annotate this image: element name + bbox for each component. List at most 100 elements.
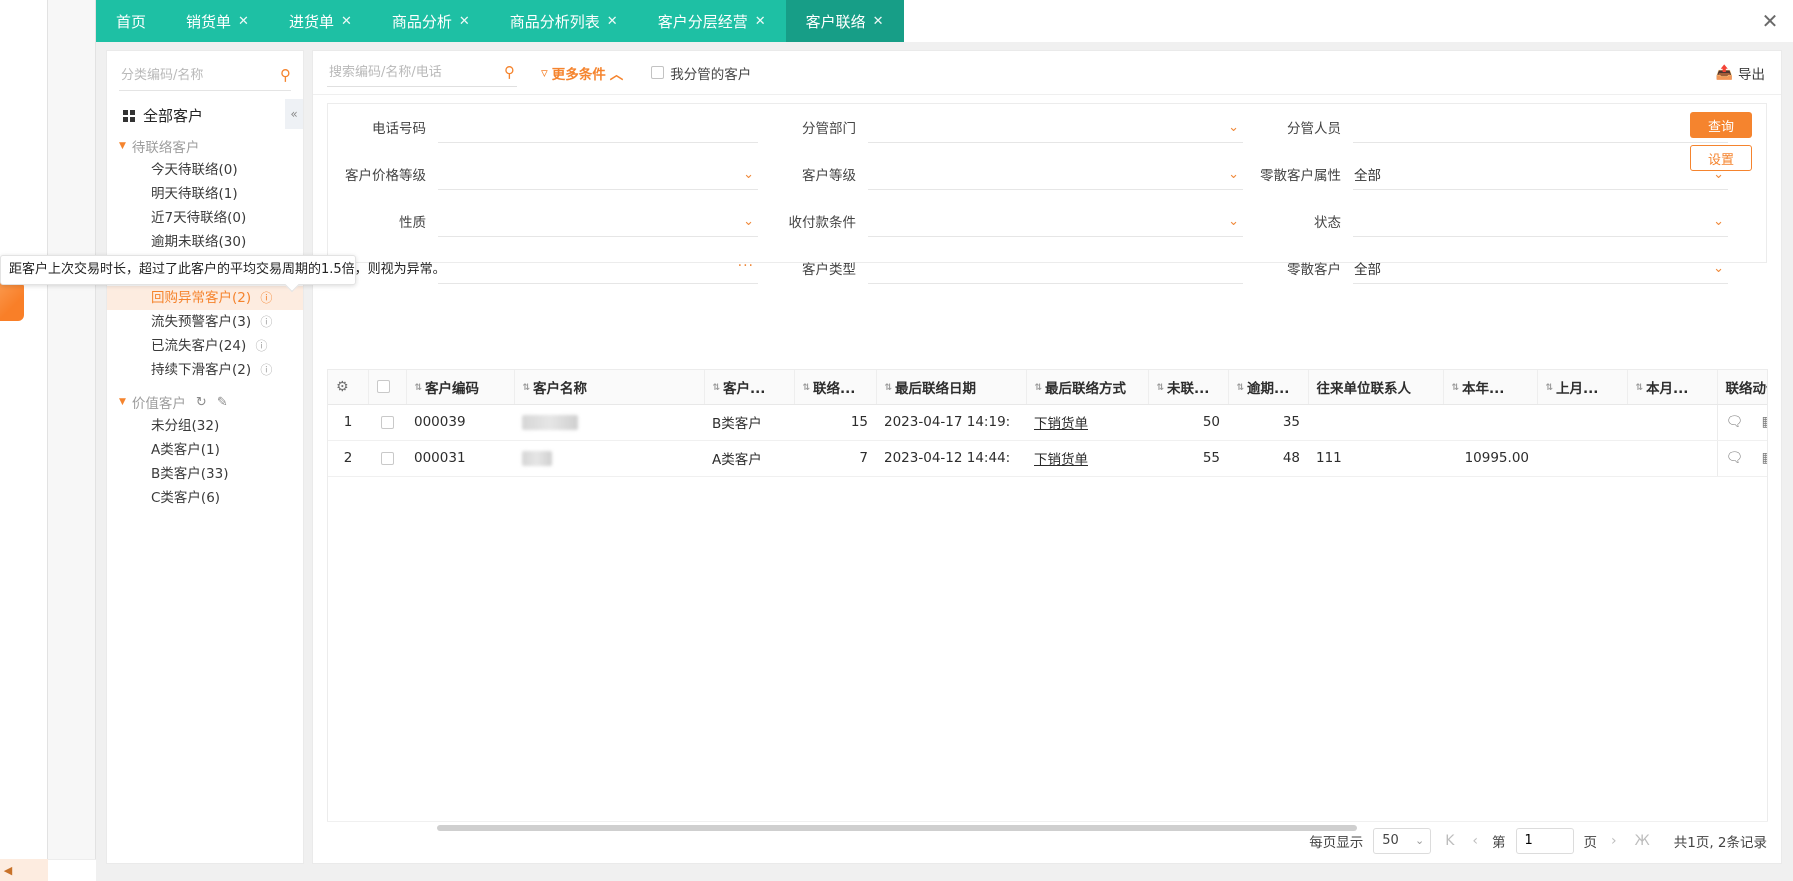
tab-close-icon[interactable]: ✕ — [340, 13, 352, 29]
chevron-down-icon[interactable]: ⌄ — [1713, 167, 1724, 182]
chevron-down-icon[interactable]: ⌄ — [1228, 214, 1239, 229]
header-last-month[interactable]: ⇅ 上月... — [1537, 370, 1628, 405]
header-customer-type[interactable]: ⇅ 客户... — [704, 370, 795, 405]
category-item-ungrouped[interactable]: 未分组(32) — [107, 414, 303, 438]
sales-order-link[interactable]: 下销货单 — [1034, 452, 1088, 468]
category-item-overdue[interactable]: 逾期未联络(30) — [107, 230, 303, 254]
filter-control[interactable]: ⌄ — [868, 163, 1243, 190]
sort-icon[interactable]: ⇅ — [1545, 383, 1554, 394]
cell-last-contact-way[interactable]: 下销货单 — [1026, 404, 1148, 441]
filter-control[interactable]: ··· — [1353, 116, 1728, 143]
quick-search[interactable]: ⚲ — [327, 59, 517, 87]
sort-icon[interactable]: ⇅ — [1156, 383, 1165, 394]
collapse-panel-icon[interactable]: « — [285, 99, 303, 129]
sort-icon[interactable]: ⇅ — [522, 383, 531, 394]
tab-customer-tiering[interactable]: 客户分层经营 ✕ — [638, 0, 786, 42]
tab-product-analysis-list[interactable]: 商品分析列表 ✕ — [490, 0, 638, 42]
row-checkbox-cell[interactable] — [368, 440, 406, 477]
header-customer-code[interactable]: ⇅ 客户编码 — [406, 370, 515, 405]
cell-actions[interactable]: 🗨 ▦ — [1716, 404, 1767, 441]
category-item-churned[interactable]: 已流失客户(24) ⓘ — [107, 334, 303, 358]
chevron-down-icon[interactable]: ⌄ — [1713, 261, 1724, 276]
row-checkbox[interactable] — [380, 415, 394, 429]
chevron-down-icon[interactable]: ⌄ — [1713, 214, 1724, 229]
tab-home[interactable]: 首页 — [96, 0, 166, 42]
filter-control[interactable]: ⌄ — [1353, 210, 1728, 237]
category-item-class-b[interactable]: B类客户(33) — [107, 462, 303, 486]
filter-control[interactable]: ⌄ — [868, 116, 1243, 143]
next-page-button[interactable]: › — [1611, 832, 1617, 849]
category-item-declining[interactable]: 持续下滑客户(2) ⓘ — [107, 358, 303, 382]
close-all-tabs-icon[interactable]: ✕ — [1747, 0, 1793, 42]
search-input[interactable] — [327, 63, 485, 81]
sort-icon[interactable]: ⇅ — [712, 383, 721, 394]
tab-customer-contact[interactable]: 客户联络 ✕ — [785, 0, 904, 42]
category-all-customers[interactable]: 全部客户 — [123, 105, 303, 126]
filter-control[interactable]: 全部 ⌄ — [1353, 163, 1728, 190]
filter-control[interactable]: ⌄ — [868, 210, 1243, 237]
category-item-repurchase-abnormal[interactable]: 回购异常客户(2) ⓘ — [107, 286, 303, 310]
tab-purchase-order[interactable]: 进货单 ✕ — [269, 0, 372, 42]
chevron-down-icon[interactable]: ⌄ — [1228, 167, 1239, 182]
first-page-button[interactable]: K — [1445, 832, 1455, 849]
filter-control[interactable] — [438, 116, 758, 143]
sort-icon[interactable]: ⇅ — [1236, 383, 1245, 394]
filter-control[interactable]: ⌄ — [438, 163, 758, 190]
help-icon[interactable]: ⓘ — [260, 363, 273, 377]
row-checkbox-cell[interactable] — [368, 404, 406, 441]
column-settings-header[interactable]: ⚙ — [328, 370, 369, 405]
refresh-icon[interactable]: ↻ — [195, 394, 207, 410]
sort-icon[interactable]: ⇅ — [1451, 383, 1460, 394]
scroll-left-icon[interactable]: ◀ — [3, 864, 13, 877]
sort-icon[interactable]: ⇅ — [1635, 383, 1644, 394]
tab-close-icon[interactable]: ✕ — [458, 13, 470, 29]
category-item-today[interactable]: 今天待联络(0) — [107, 158, 303, 182]
qrcode-icon[interactable]: ▦ — [1762, 414, 1767, 430]
row-checkbox[interactable] — [380, 451, 394, 465]
checkbox-box[interactable] — [651, 66, 665, 79]
cell-actions[interactable]: 🗨 ▦ — [1716, 440, 1767, 477]
help-icon[interactable]: ⓘ — [260, 315, 273, 329]
cell-last-contact-way[interactable]: 下销货单 — [1026, 440, 1148, 477]
sales-order-link[interactable]: 下销货单 — [1034, 416, 1088, 432]
more-conditions-button[interactable]: ▿ 更多条件 ︿ — [541, 63, 623, 83]
tab-product-analysis[interactable]: 商品分析 ✕ — [372, 0, 490, 42]
header-no-contact-days[interactable]: ⇅ 未联... — [1148, 370, 1229, 405]
category-search[interactable]: ⚲ — [119, 61, 291, 91]
category-group-pending[interactable]: ▼ 待联络客户 — [119, 136, 303, 156]
select-all-checkbox[interactable] — [376, 380, 390, 394]
per-page-select[interactable]: 50 ⌄ — [1373, 827, 1432, 854]
gear-icon[interactable]: ⚙ — [336, 378, 349, 395]
tab-close-icon[interactable]: ✕ — [872, 13, 884, 29]
category-item-7days[interactable]: 近7天待联络(0) — [107, 206, 303, 230]
more-options-icon[interactable]: ··· — [737, 258, 754, 274]
header-last-contact-way[interactable]: ⇅ 最后联络方式 — [1026, 370, 1149, 405]
search-icon[interactable]: ⚲ — [504, 63, 515, 81]
page-number-input[interactable] — [1515, 827, 1574, 854]
tab-close-icon[interactable]: ✕ — [606, 13, 618, 29]
scrollbar-thumb[interactable] — [437, 825, 1357, 831]
category-item-tomorrow[interactable]: 明天待联络(1) — [107, 182, 303, 206]
settings-button[interactable]: 设置 — [1690, 145, 1752, 171]
comment-icon[interactable]: 🗨 — [1725, 450, 1744, 466]
category-item-churn-warning[interactable]: 流失预警客户(3) ⓘ — [107, 310, 303, 334]
export-button[interactable]: 📤 导出 — [1716, 63, 1765, 83]
rail-accent-marker[interactable] — [0, 281, 24, 321]
header-customer-name[interactable]: ⇅ 客户名称 — [514, 370, 705, 405]
category-search-input[interactable] — [119, 67, 269, 84]
category-group-value[interactable]: ▼ 价值客户 ↻ ✎ — [119, 392, 303, 413]
header-contact-person[interactable]: 往来单位联系人 — [1308, 370, 1444, 405]
comment-icon[interactable]: 🗨 — [1725, 414, 1744, 430]
sort-icon[interactable]: ⇅ — [802, 383, 811, 394]
filter-control[interactable]: ⌄ — [438, 210, 758, 237]
table-row[interactable]: 2 000031 A类客户 7 2023-04-12 14:44: 下销货单 5… — [328, 440, 1767, 477]
chevron-down-icon[interactable]: ⌄ — [743, 214, 754, 229]
header-this-month[interactable]: ⇅ 本月... — [1627, 370, 1718, 405]
sort-icon[interactable]: ⇅ — [1034, 383, 1043, 394]
my-customers-checkbox[interactable]: 我分管的客户 — [651, 63, 751, 83]
chevron-down-icon[interactable]: ⌄ — [1228, 120, 1239, 135]
help-icon[interactable]: ⓘ — [260, 291, 273, 305]
tab-close-icon[interactable]: ✕ — [238, 13, 249, 29]
edit-icon[interactable]: ✎ — [216, 394, 228, 410]
filter-control[interactable] — [868, 257, 1243, 284]
